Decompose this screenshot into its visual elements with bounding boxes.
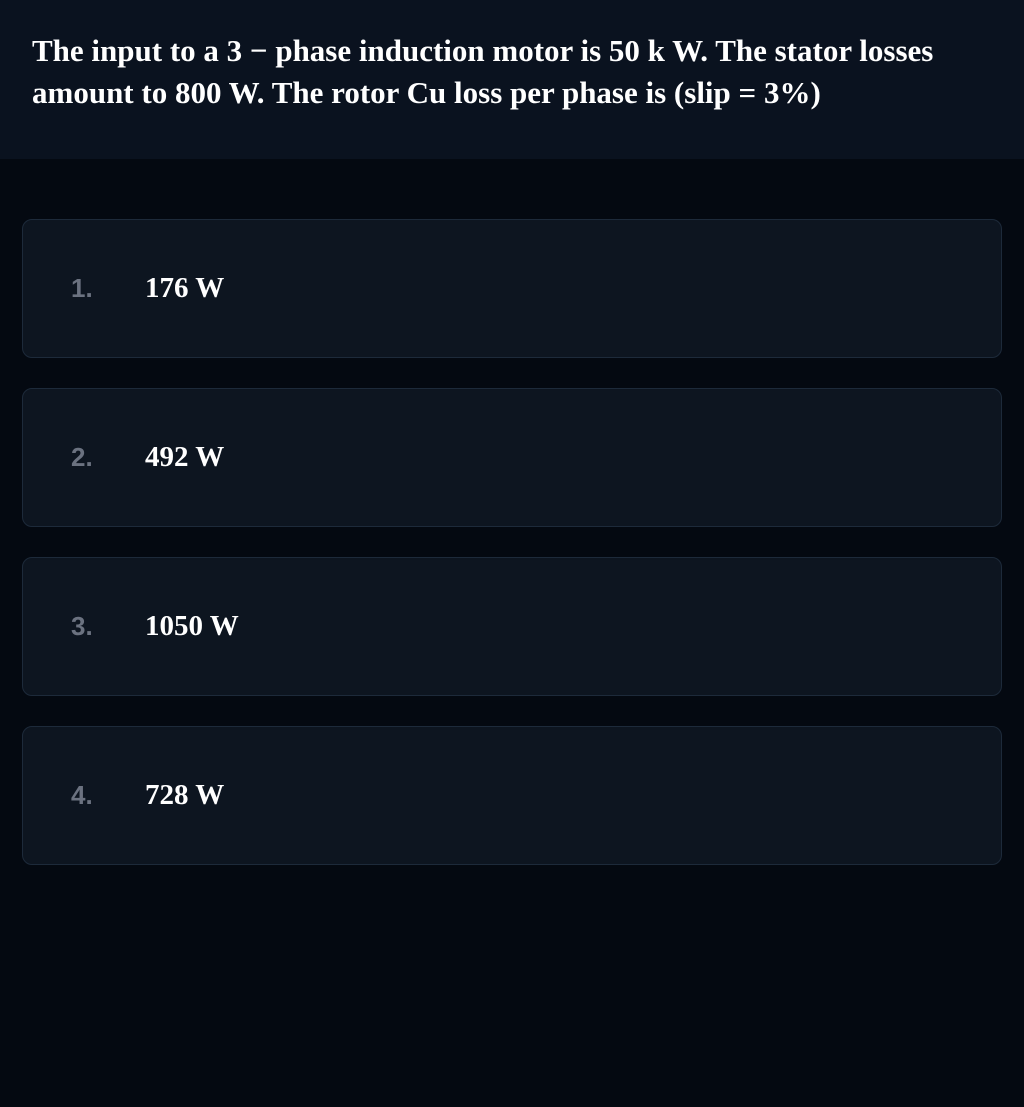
option-4[interactable]: 4. 728 W bbox=[22, 726, 1002, 865]
option-number: 4. bbox=[71, 780, 95, 811]
options-section: 1. 176 W 2. 492 W 3. 1050 W 4. 728 W bbox=[0, 159, 1024, 885]
option-1[interactable]: 1. 176 W bbox=[22, 219, 1002, 358]
option-text: 728 W bbox=[145, 779, 224, 812]
option-2[interactable]: 2. 492 W bbox=[22, 388, 1002, 527]
question-section: The input to a 3 − phase induction motor… bbox=[0, 0, 1024, 159]
question-text: The input to a 3 − phase induction motor… bbox=[32, 30, 992, 114]
option-number: 2. bbox=[71, 442, 95, 473]
option-text: 176 W bbox=[145, 272, 224, 305]
option-text: 492 W bbox=[145, 441, 224, 474]
option-number: 1. bbox=[71, 273, 95, 304]
option-text: 1050 W bbox=[145, 610, 239, 643]
option-3[interactable]: 3. 1050 W bbox=[22, 557, 1002, 696]
option-number: 3. bbox=[71, 611, 95, 642]
